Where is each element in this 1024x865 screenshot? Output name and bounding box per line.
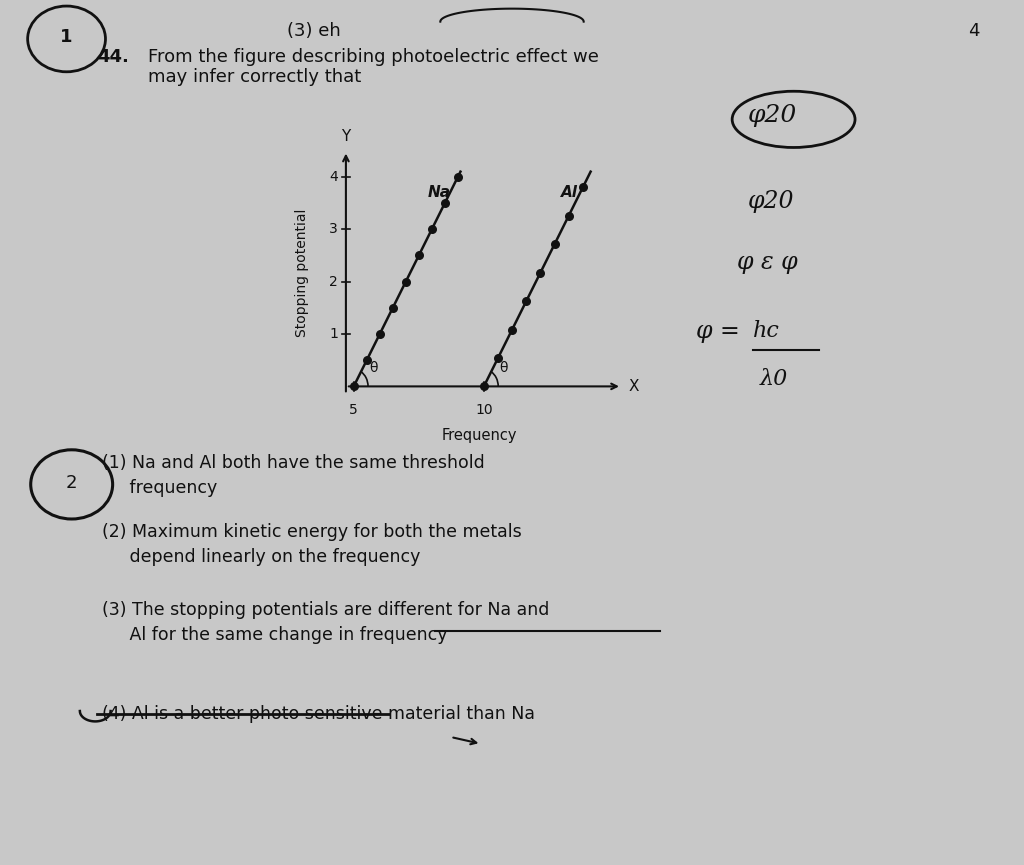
Text: (4) Al is a better photo sensitive material than Na: (4) Al is a better photo sensitive mater…: [102, 705, 536, 723]
Text: 4: 4: [330, 170, 338, 184]
Text: 10: 10: [475, 403, 493, 417]
Text: φ20: φ20: [748, 104, 797, 127]
Point: [450, 170, 466, 183]
Text: (1) Na and Al both have the same threshold
     frequency: (1) Na and Al both have the same thresho…: [102, 454, 485, 497]
Text: 44.: 44.: [97, 48, 129, 66]
Text: (2) Maximum kinetic energy for both the metals
     depend linearly on the frequ: (2) Maximum kinetic energy for both the …: [102, 523, 522, 567]
Point: [518, 294, 535, 308]
Point: [411, 248, 427, 262]
Text: λ0: λ0: [760, 368, 788, 389]
Text: hc: hc: [753, 320, 779, 342]
Point: [372, 327, 388, 341]
Point: [397, 275, 414, 289]
Point: [489, 351, 506, 365]
Point: [476, 380, 493, 394]
Text: Na: Na: [428, 185, 452, 201]
Text: Stopping potential: Stopping potential: [295, 208, 309, 336]
Text: 1: 1: [60, 29, 73, 46]
Text: θ: θ: [500, 361, 508, 375]
Point: [574, 181, 591, 195]
Text: 3: 3: [330, 222, 338, 236]
Point: [424, 222, 440, 236]
Text: (3) eh: (3) eh: [287, 22, 340, 40]
Text: Al: Al: [561, 185, 579, 201]
Text: Frequency: Frequency: [441, 428, 517, 443]
Text: 2: 2: [66, 474, 78, 491]
Text: θ: θ: [370, 361, 378, 375]
Point: [345, 380, 361, 394]
Point: [358, 353, 375, 367]
Point: [504, 323, 520, 336]
Text: (3) The stopping potentials are different for Na and
     Al for the same change: (3) The stopping potentials are differen…: [102, 601, 550, 644]
Text: From the figure describing photoelectric effect we
may infer correctly that: From the figure describing photoelectric…: [148, 48, 599, 86]
Text: 4: 4: [968, 22, 979, 40]
Point: [436, 196, 453, 210]
Text: X: X: [629, 379, 639, 394]
Text: Y: Y: [341, 130, 350, 144]
Text: φ =: φ =: [696, 320, 740, 343]
Text: 1: 1: [330, 327, 338, 341]
Point: [560, 208, 577, 222]
Text: φ20: φ20: [748, 190, 794, 214]
Text: 5: 5: [349, 403, 358, 417]
Text: φ ε φ: φ ε φ: [737, 251, 798, 274]
Point: [547, 237, 563, 251]
Point: [532, 266, 549, 279]
Point: [385, 301, 401, 315]
Text: 2: 2: [330, 275, 338, 289]
